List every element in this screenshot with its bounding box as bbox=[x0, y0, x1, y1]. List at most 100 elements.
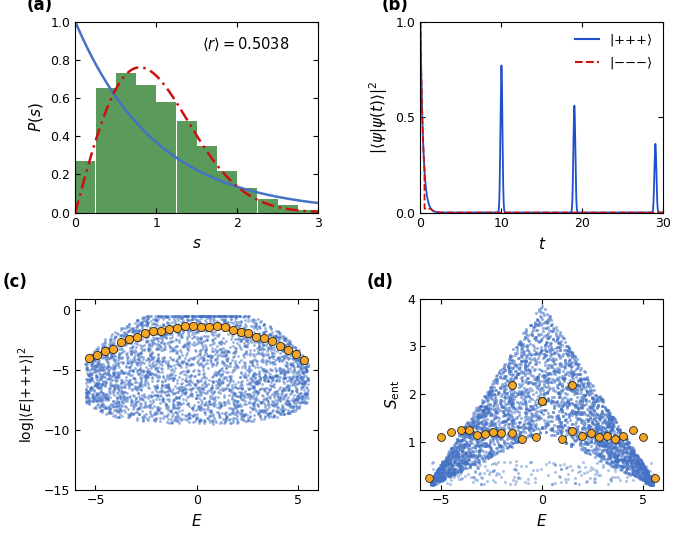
Point bbox=[481, 401, 492, 410]
Point bbox=[508, 434, 519, 443]
Point bbox=[563, 397, 574, 405]
Point bbox=[150, 410, 161, 419]
Point bbox=[637, 462, 648, 471]
Point bbox=[559, 433, 570, 442]
Point bbox=[561, 384, 572, 393]
Point bbox=[513, 436, 524, 444]
Point bbox=[544, 368, 555, 377]
Point bbox=[86, 374, 96, 383]
Point bbox=[260, 413, 271, 421]
Point bbox=[254, 332, 265, 341]
Point bbox=[239, 323, 250, 331]
Point bbox=[255, 324, 266, 332]
Point bbox=[568, 379, 579, 387]
Point bbox=[101, 394, 112, 402]
Point bbox=[518, 399, 529, 407]
Point bbox=[593, 444, 604, 453]
Point bbox=[588, 381, 598, 390]
Point bbox=[477, 473, 488, 482]
Point bbox=[486, 420, 497, 428]
Point bbox=[499, 373, 510, 382]
Point bbox=[186, 315, 197, 323]
Point bbox=[503, 429, 514, 437]
Point bbox=[620, 434, 631, 443]
Point bbox=[557, 367, 568, 376]
Point bbox=[434, 470, 445, 478]
Point bbox=[166, 417, 176, 426]
Point bbox=[161, 338, 172, 347]
Point bbox=[137, 416, 148, 424]
Point bbox=[491, 374, 502, 383]
Point bbox=[472, 442, 483, 451]
Point bbox=[432, 468, 443, 476]
Point bbox=[555, 418, 566, 427]
Point bbox=[514, 433, 525, 441]
Point bbox=[453, 462, 464, 471]
Point bbox=[276, 357, 287, 365]
Point bbox=[174, 373, 185, 381]
Point bbox=[447, 467, 458, 476]
Point bbox=[107, 382, 118, 391]
Point bbox=[107, 369, 118, 378]
Point bbox=[147, 404, 158, 412]
Point bbox=[163, 325, 174, 334]
Point bbox=[485, 445, 496, 454]
Point bbox=[607, 424, 618, 433]
Point bbox=[540, 406, 551, 415]
Point bbox=[482, 476, 492, 485]
Point bbox=[506, 356, 517, 365]
Point bbox=[557, 374, 568, 383]
Point bbox=[622, 445, 633, 454]
Point bbox=[611, 431, 622, 440]
Point bbox=[490, 393, 501, 401]
Point bbox=[215, 315, 226, 323]
Point bbox=[256, 406, 267, 415]
Point bbox=[453, 455, 464, 464]
Point bbox=[451, 468, 462, 476]
Point bbox=[278, 346, 289, 355]
Point bbox=[525, 405, 536, 414]
Point bbox=[458, 426, 469, 435]
Point bbox=[87, 392, 98, 400]
Point bbox=[505, 399, 516, 407]
Point bbox=[274, 364, 285, 372]
Point bbox=[226, 368, 237, 377]
Point bbox=[119, 397, 130, 405]
Point bbox=[605, 427, 616, 436]
Point bbox=[511, 361, 522, 370]
Point bbox=[208, 339, 219, 348]
Point bbox=[206, 384, 217, 393]
Point bbox=[468, 426, 479, 435]
Point bbox=[431, 472, 442, 481]
Point bbox=[242, 393, 253, 401]
Point bbox=[155, 414, 166, 422]
Point bbox=[174, 336, 185, 344]
Point bbox=[485, 439, 496, 448]
Point bbox=[436, 464, 447, 472]
Point bbox=[644, 477, 655, 486]
Point bbox=[521, 433, 532, 442]
Point bbox=[573, 468, 583, 477]
Point bbox=[178, 328, 189, 336]
Point bbox=[508, 408, 519, 416]
Point bbox=[111, 407, 122, 415]
Point bbox=[122, 338, 133, 346]
Point bbox=[560, 416, 570, 424]
Point bbox=[622, 452, 633, 461]
Point bbox=[603, 422, 614, 430]
Point bbox=[491, 459, 502, 468]
Point bbox=[144, 367, 155, 376]
Point bbox=[138, 415, 149, 423]
Point bbox=[439, 468, 450, 476]
Point bbox=[555, 338, 566, 347]
Point bbox=[216, 370, 227, 378]
Point bbox=[272, 406, 282, 414]
Point bbox=[607, 415, 618, 423]
Point bbox=[529, 422, 540, 431]
Point bbox=[434, 464, 445, 472]
Point bbox=[553, 392, 564, 401]
Point bbox=[86, 373, 97, 382]
Point bbox=[585, 415, 596, 423]
Point bbox=[589, 433, 600, 442]
Point bbox=[213, 392, 224, 401]
